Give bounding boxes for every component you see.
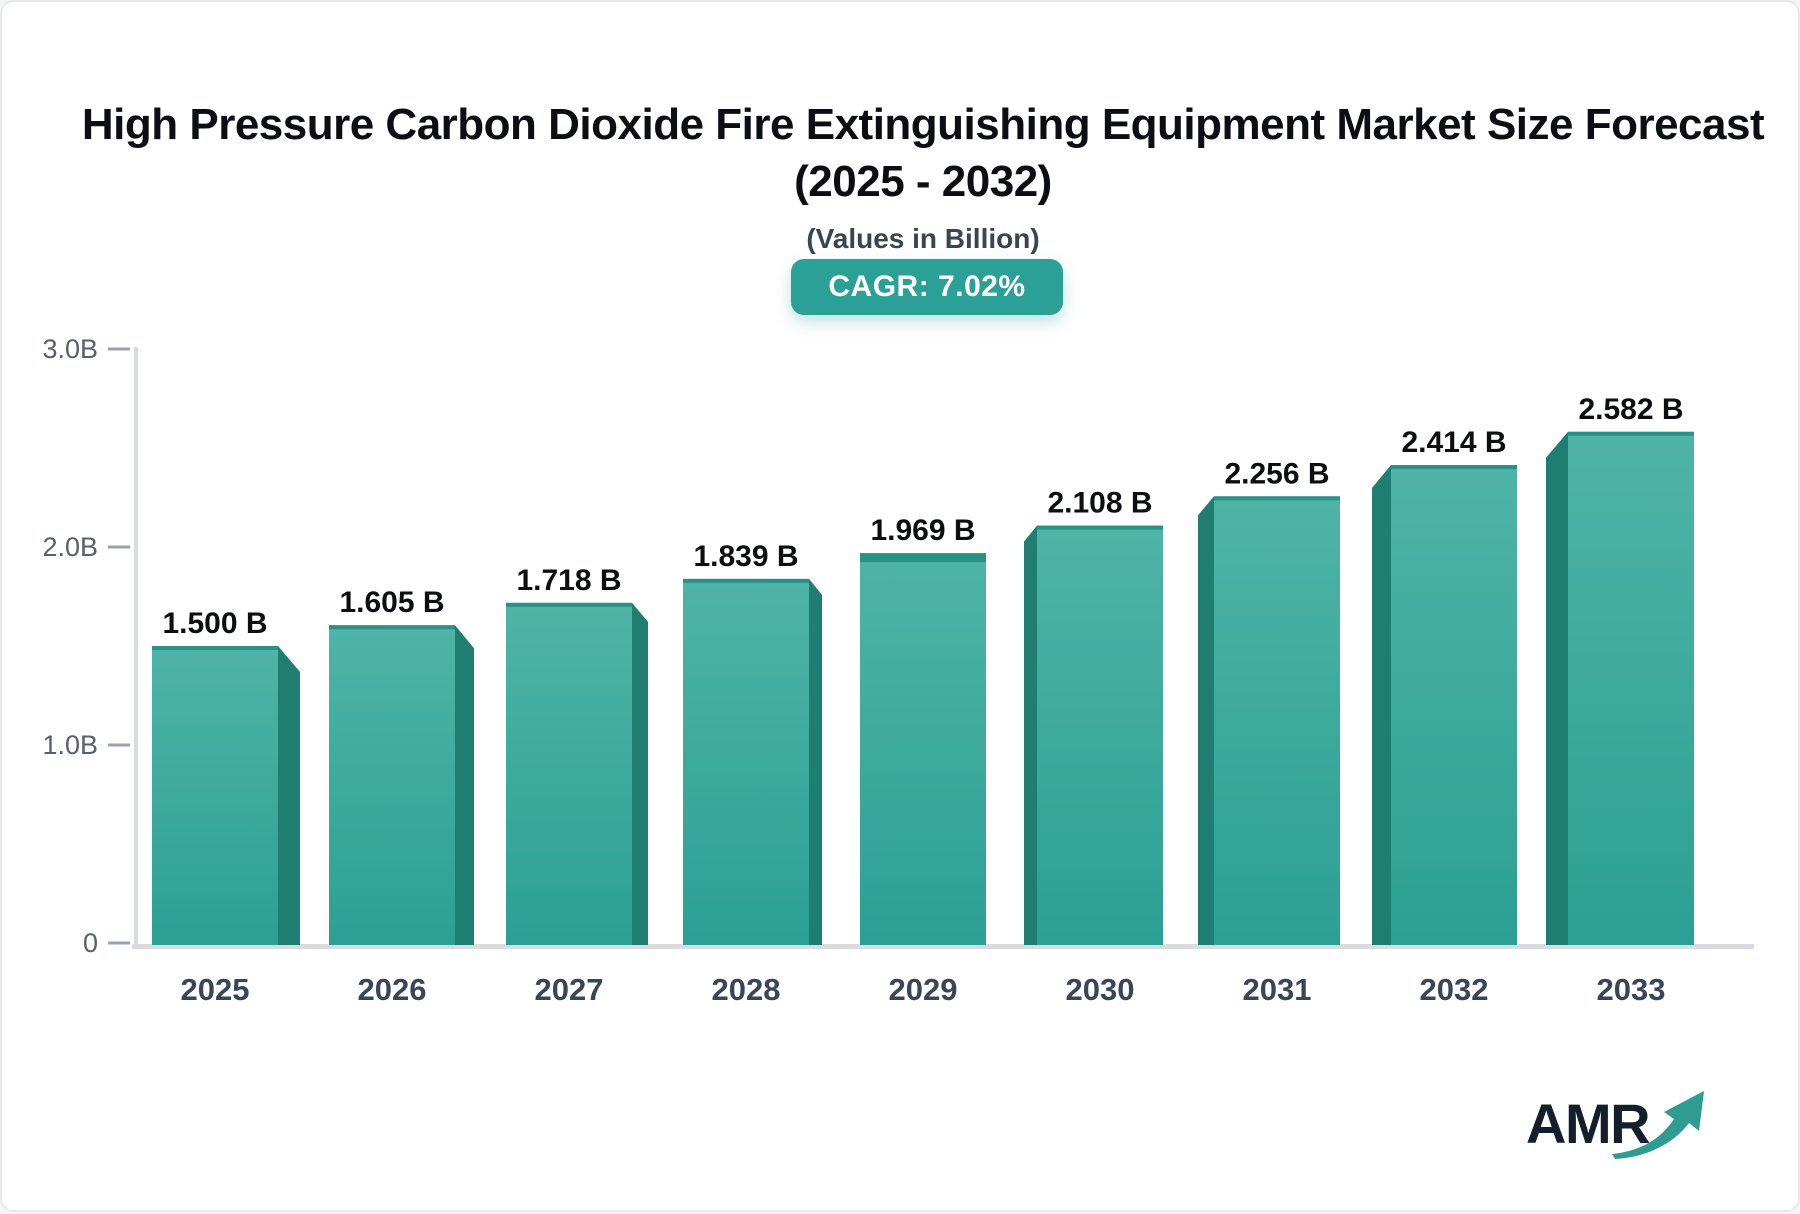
bar-side (1546, 431, 1568, 945)
x-axis-label: 2025 (181, 972, 250, 1007)
bar-top-edge (1568, 431, 1694, 436)
bar-value-label: 2.256 B (1224, 457, 1329, 490)
bar-value-label: 2.108 B (1047, 487, 1152, 520)
bar-side (1198, 496, 1214, 945)
bar-value-label: 1.605 B (339, 586, 444, 619)
amr-logo-text: AMR (1526, 1092, 1651, 1155)
bar-face (152, 646, 278, 945)
x-axis-label: 2030 (1066, 972, 1135, 1007)
bar-top-edge (683, 578, 809, 583)
bar-top-edge (506, 602, 632, 607)
x-axis-line (132, 944, 1754, 949)
bar-face (683, 578, 809, 945)
page-title: High Pressure Carbon Dioxide Fire Exting… (48, 96, 1798, 210)
y-axis-line (134, 347, 138, 949)
bar-value-label: 1.718 B (516, 564, 621, 597)
bar-face (506, 602, 632, 945)
bar-value-label: 2.414 B (1401, 426, 1506, 459)
y-axis-tick (108, 743, 130, 747)
bar-side (809, 578, 822, 945)
bar-side (1024, 525, 1037, 945)
bar-top-edge (1037, 525, 1163, 530)
x-axis-label: 2029 (889, 972, 958, 1007)
bar-value-label: 2.582 B (1578, 393, 1683, 426)
bar-value-label: 1.839 B (693, 540, 798, 573)
bar-side (278, 646, 300, 945)
x-axis-label: 2033 (1597, 972, 1666, 1007)
bar-top-edge (1391, 465, 1517, 470)
x-axis-label: 2026 (358, 972, 427, 1007)
amr-logo-arrow-icon (1612, 1091, 1704, 1159)
bar-top-edge (329, 625, 455, 630)
bar-value-label: 1.500 B (162, 607, 267, 640)
cagr-badge: CAGR: 7.02% (791, 259, 1063, 315)
bar-top-edge (860, 553, 986, 563)
y-axis-tick (108, 941, 130, 945)
y-axis-tick (108, 545, 130, 549)
y-axis-tick-label: 2.0B (42, 532, 98, 562)
x-axis-label: 2027 (535, 972, 604, 1007)
x-axis-label: 2032 (1420, 972, 1489, 1007)
y-axis-tick (108, 347, 130, 351)
x-axis-label: 2031 (1243, 972, 1312, 1007)
bar-face (1214, 496, 1340, 945)
title-line-2: (2025 - 2032) (794, 157, 1052, 206)
bar-face (860, 553, 986, 945)
y-axis-tick-label: 3.0B (42, 334, 98, 364)
bar-value-label: 1.969 B (870, 514, 975, 547)
chart-subtitle: (Values in Billion) (806, 223, 1040, 254)
bar-top-edge (1214, 496, 1340, 501)
title-line-1: High Pressure Carbon Dioxide Fire Exting… (81, 100, 1765, 149)
bar-side (632, 602, 648, 945)
bar-face (1568, 431, 1694, 945)
bar-face (1037, 525, 1163, 945)
y-axis-tick-label: 1.0B (42, 730, 98, 760)
bar-side (455, 625, 474, 945)
bar-side (1372, 465, 1391, 945)
x-axis-label: 2028 (712, 972, 781, 1007)
bar-face (1391, 465, 1517, 945)
cagr-badge-label: CAGR: 7.02% (828, 270, 1026, 303)
bar-face (329, 625, 455, 945)
chart-header: High Pressure Carbon Dioxide Fire Exting… (48, 96, 1798, 210)
bar-top-edge (152, 646, 278, 650)
y-axis-tick-label: 0 (83, 928, 98, 958)
